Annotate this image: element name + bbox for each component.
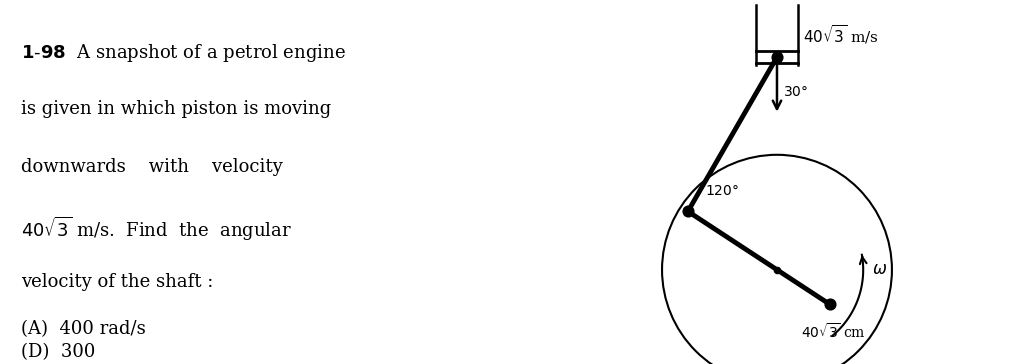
Text: (A)  400 rad/s: (A) 400 rad/s <box>22 320 146 338</box>
Text: $\mathbf{1\text{-}98}$  A snapshot of a petrol engine: $\mathbf{1\text{-}98}$ A snapshot of a p… <box>22 42 346 64</box>
Text: $40\sqrt{3}$ cm: $40\sqrt{3}$ cm <box>801 322 866 341</box>
Text: velocity of the shaft :: velocity of the shaft : <box>22 273 214 290</box>
Point <box>769 54 785 60</box>
Text: $40\sqrt{3}$ m/s: $40\sqrt{3}$ m/s <box>804 23 880 46</box>
Text: $40\sqrt{3}$ m/s.  Find  the  angular: $40\sqrt{3}$ m/s. Find the angular <box>22 215 292 243</box>
Text: is given in which piston is moving: is given in which piston is moving <box>22 100 332 118</box>
Point <box>769 267 785 273</box>
Text: $120°$: $120°$ <box>706 184 739 198</box>
Text: downwards    with    velocity: downwards with velocity <box>22 158 283 175</box>
Text: (D)  300: (D) 300 <box>22 343 95 361</box>
Point <box>821 301 838 307</box>
Text: $\omega$: $\omega$ <box>872 261 888 278</box>
Point <box>680 209 696 214</box>
Text: $30°$: $30°$ <box>782 84 808 99</box>
